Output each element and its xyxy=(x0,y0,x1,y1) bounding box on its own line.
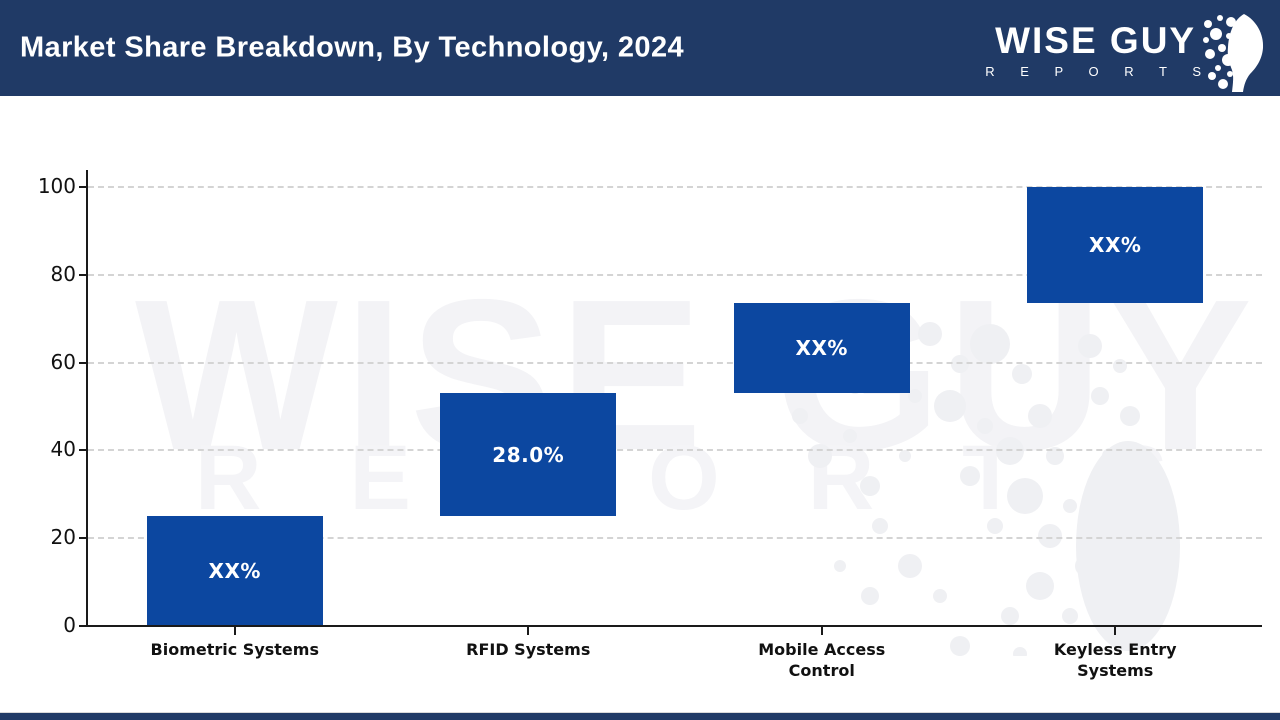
y-tick-label-40: 40 xyxy=(50,437,76,462)
header-banner: Market Share Breakdown, By Technology, 2… xyxy=(0,0,1280,96)
bar-value-label: 28.0% xyxy=(492,442,565,467)
y-tick-mark-60 xyxy=(79,361,86,364)
page-title: Market Share Breakdown, By Technology, 2… xyxy=(20,31,685,64)
x-category-label-1: Biometric Systems xyxy=(150,640,319,659)
x-tick-mark-2 xyxy=(527,627,530,635)
gridline-y80 xyxy=(88,273,1262,276)
bar-segment-2: 28.0% xyxy=(440,393,617,517)
bar-value-label: XX% xyxy=(208,559,261,584)
bar-segment-4: XX% xyxy=(1027,187,1204,304)
y-tick-mark-20 xyxy=(79,537,86,540)
gridline-y60 xyxy=(88,361,1262,364)
bar-segment-3: XX% xyxy=(733,303,910,394)
gridline-y100 xyxy=(88,186,1262,188)
bar-segment-1: XX% xyxy=(146,516,323,626)
y-tick-mark-100 xyxy=(79,186,86,188)
y-tick-label-0: 0 xyxy=(63,613,76,637)
x-tick-mark-3 xyxy=(820,627,823,635)
logo-wordmark: WISE GUY xyxy=(995,20,1197,61)
y-tick-mark-0 xyxy=(79,625,86,627)
x-tick-mark-1 xyxy=(233,627,236,635)
x-tick-mark-4 xyxy=(1114,627,1117,635)
plot-area: XX% 28.0% XX% XX% xyxy=(88,186,1262,626)
x-category-label-2: RFID Systems xyxy=(466,640,591,659)
logo-head-icon xyxy=(1203,14,1264,92)
logo-subtitle: R E P O R T S xyxy=(985,64,1212,79)
footer-bar xyxy=(0,713,1280,720)
y-axis-line xyxy=(86,170,88,627)
y-tick-label-100: 100 xyxy=(37,174,76,198)
gridline-y40 xyxy=(88,449,1262,452)
y-tick-label-60: 60 xyxy=(50,349,76,374)
y-tick-mark-40 xyxy=(79,449,86,452)
x-category-label-4: Keyless Entry Systems xyxy=(1053,640,1177,680)
footer-divider xyxy=(0,712,1280,713)
logo-text: WISE GUY R E P O R T S xyxy=(979,20,1212,79)
y-tick-label-80: 80 xyxy=(50,261,76,286)
bar-value-label: XX% xyxy=(1089,233,1142,258)
x-category-label-3: Mobile Access Control xyxy=(758,640,886,680)
bar-value-label: XX% xyxy=(795,336,848,361)
y-tick-label-20: 20 xyxy=(50,525,76,550)
y-tick-mark-80 xyxy=(79,273,86,276)
x-axis-line xyxy=(86,625,1262,627)
gridline-y20 xyxy=(88,537,1262,540)
wise-guy-logo: WISE GUY R E P O R T S xyxy=(985,4,1270,92)
